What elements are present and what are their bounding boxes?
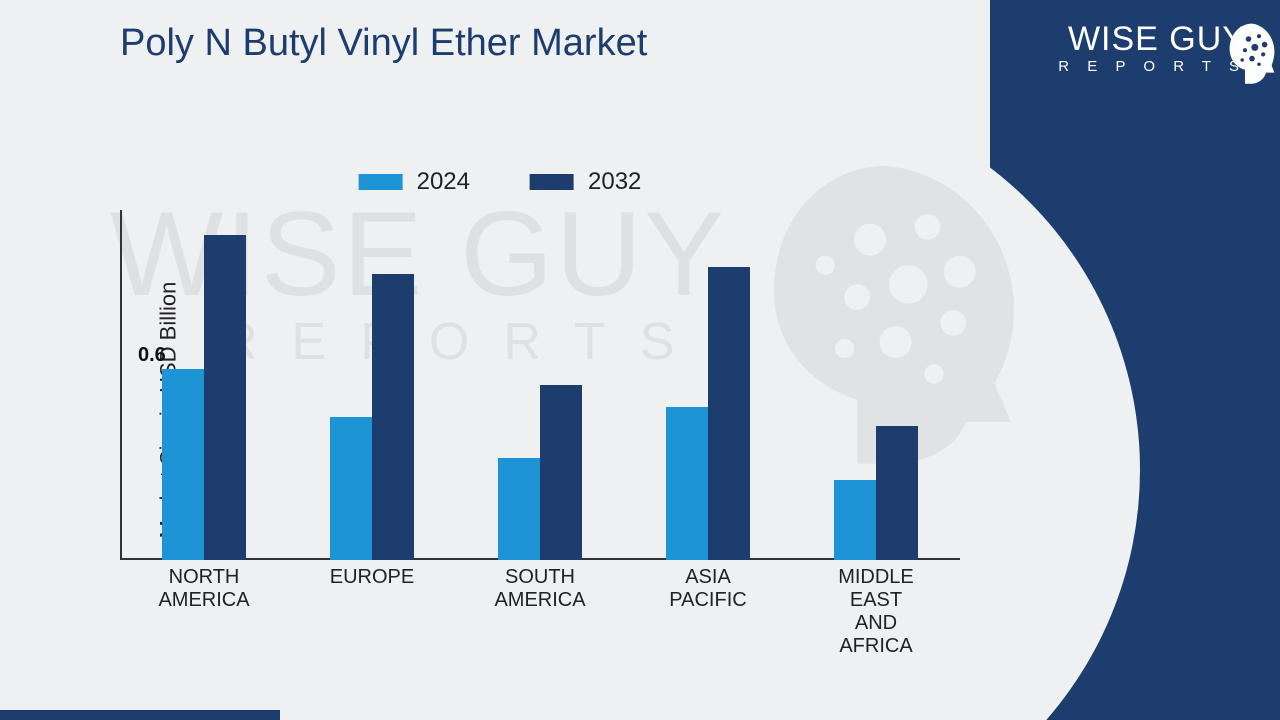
x-axis-label: ASIAPACIFIC — [648, 566, 768, 658]
brand-logo-main: WISE GUY — [1058, 22, 1246, 56]
brand-logo-sub: R E P O R T S — [1058, 58, 1246, 75]
legend-label-2032: 2032 — [588, 168, 641, 196]
bar-groups: 0.6 — [120, 210, 960, 560]
bar-value-label: 0.6 — [138, 344, 166, 367]
legend-label-2024: 2024 — [417, 168, 470, 196]
bar — [876, 426, 918, 560]
plot-region: 0.6 — [120, 210, 960, 560]
bar — [834, 480, 876, 560]
x-axis-label: EUROPE — [312, 566, 432, 658]
legend-swatch-2032 — [530, 174, 574, 190]
legend-item-2024: 2024 — [359, 168, 470, 196]
legend-item-2032: 2032 — [530, 168, 641, 196]
bar — [498, 458, 540, 560]
bar-group: 0.6 — [144, 235, 264, 560]
bar — [204, 235, 246, 560]
brand-logo: WISE GUY R E P O R T S — [1058, 22, 1246, 75]
x-axis-label: NORTHAMERICA — [144, 566, 264, 658]
chart-title: Poly N Butyl Vinyl Ether Market — [120, 22, 647, 65]
bar — [666, 407, 708, 560]
legend-swatch-2024 — [359, 174, 403, 190]
bar — [372, 274, 414, 560]
chart-legend: 2024 2032 — [359, 168, 642, 196]
x-axis-label: MIDDLEEASTANDAFRICA — [816, 566, 936, 658]
chart-area: Market Size in USD Billion 2024 2032 0.6… — [40, 140, 960, 680]
bottom-accent-bar — [0, 710, 280, 720]
bar — [162, 369, 204, 560]
bar-group — [816, 426, 936, 560]
x-axis-label: SOUTHAMERICA — [480, 566, 600, 658]
bar-group — [480, 385, 600, 560]
bar — [708, 267, 750, 560]
x-axis-labels: NORTHAMERICA EUROPE SOUTHAMERICA ASIAPACIFI… — [120, 566, 960, 658]
bar — [330, 417, 372, 560]
bar — [540, 385, 582, 560]
bar-group — [648, 267, 768, 560]
bar-group — [312, 274, 432, 560]
